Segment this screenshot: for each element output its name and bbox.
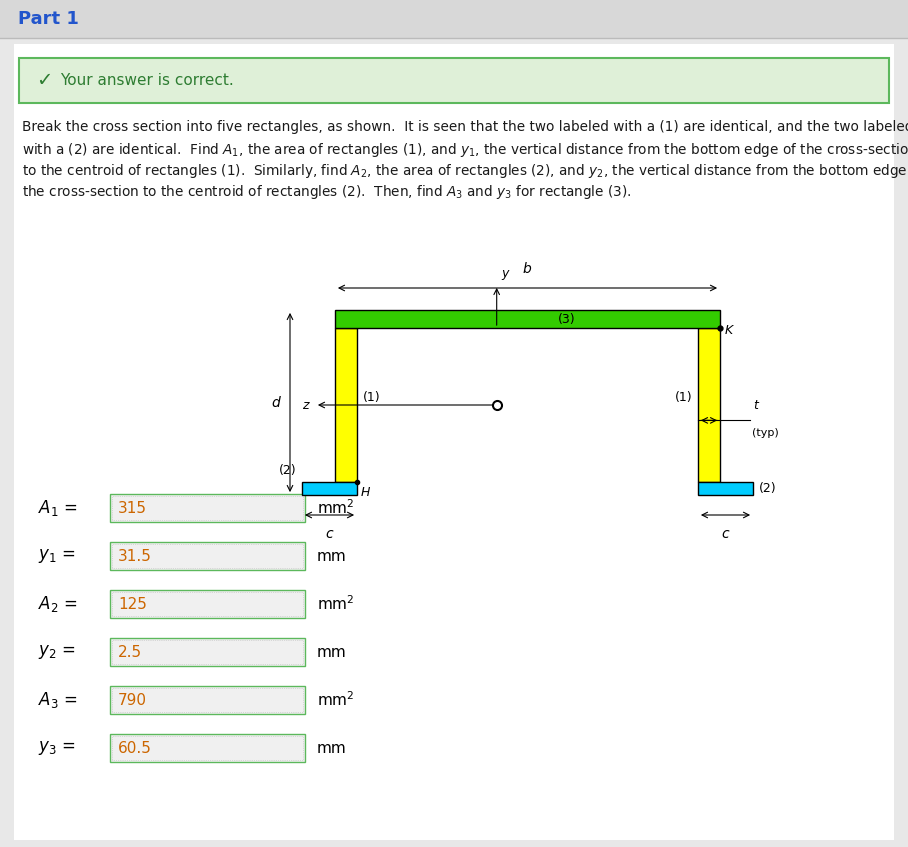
Text: 31.5: 31.5 <box>118 549 152 563</box>
Text: (2): (2) <box>279 463 296 477</box>
Bar <box>112 592 303 616</box>
Text: mm$^2$: mm$^2$ <box>317 499 354 518</box>
Text: $H$: $H$ <box>360 486 371 499</box>
Text: ✓: ✓ <box>35 71 52 90</box>
Text: $y_1$ =: $y_1$ = <box>38 547 75 565</box>
Text: $d$: $d$ <box>271 395 282 410</box>
Bar <box>0 0 908 38</box>
Text: $K$: $K$ <box>724 324 735 337</box>
Text: mm: mm <box>317 549 347 563</box>
Bar <box>112 736 303 760</box>
FancyBboxPatch shape <box>19 58 889 103</box>
Text: mm$^2$: mm$^2$ <box>317 690 354 709</box>
Text: $z$: $z$ <box>302 398 311 412</box>
Bar <box>112 640 303 664</box>
Text: Your answer is correct.: Your answer is correct. <box>60 73 233 88</box>
Text: $y_2$ =: $y_2$ = <box>38 643 75 661</box>
Bar <box>302 482 357 495</box>
Bar <box>110 494 305 522</box>
Bar <box>335 328 357 482</box>
Bar <box>698 328 720 482</box>
Text: $c$: $c$ <box>325 527 334 541</box>
Text: 790: 790 <box>118 693 147 707</box>
Text: (1): (1) <box>675 390 692 404</box>
Text: $A_2$ =: $A_2$ = <box>38 594 77 614</box>
Bar <box>112 496 303 520</box>
Text: 125: 125 <box>118 596 147 612</box>
Text: (2): (2) <box>759 482 776 495</box>
Bar <box>110 590 305 618</box>
Text: 60.5: 60.5 <box>118 740 152 756</box>
Text: to the centroid of rectangles (1).  Similarly, find $A_2$, the area of rectangle: to the centroid of rectangles (1). Simil… <box>22 162 908 180</box>
Text: Break the cross section into five rectangles, as shown.  It is seen that the two: Break the cross section into five rectan… <box>22 120 908 134</box>
Text: $t$: $t$ <box>753 400 760 412</box>
Text: $y$: $y$ <box>500 268 510 282</box>
Bar <box>110 638 305 666</box>
Text: the cross-section to the centroid of rectangles (2).  Then, find $A_3$ and $y_3$: the cross-section to the centroid of rec… <box>22 183 632 201</box>
Bar <box>110 542 305 570</box>
Text: (3): (3) <box>558 313 576 325</box>
Bar <box>110 686 305 714</box>
Bar <box>110 734 305 762</box>
Text: Part 1: Part 1 <box>18 10 79 28</box>
Text: $A_1$ =: $A_1$ = <box>38 498 77 518</box>
Text: with a (2) are identical.  Find $A_1$, the area of rectangles (1), and $y_1$, th: with a (2) are identical. Find $A_1$, th… <box>22 141 908 159</box>
Text: $A_3$ =: $A_3$ = <box>38 690 77 710</box>
Text: mm: mm <box>317 645 347 660</box>
Text: (1): (1) <box>363 390 380 404</box>
Bar <box>335 310 720 328</box>
Text: 2.5: 2.5 <box>118 645 143 660</box>
Text: $y_3$ =: $y_3$ = <box>38 739 75 757</box>
Text: mm: mm <box>317 740 347 756</box>
Text: (typ): (typ) <box>752 429 779 439</box>
Bar <box>112 688 303 712</box>
Text: 315: 315 <box>118 501 147 516</box>
Text: mm$^2$: mm$^2$ <box>317 595 354 613</box>
Text: $c$: $c$ <box>721 527 730 541</box>
Text: $b$: $b$ <box>522 261 533 276</box>
Bar <box>698 482 753 495</box>
Bar <box>112 544 303 568</box>
